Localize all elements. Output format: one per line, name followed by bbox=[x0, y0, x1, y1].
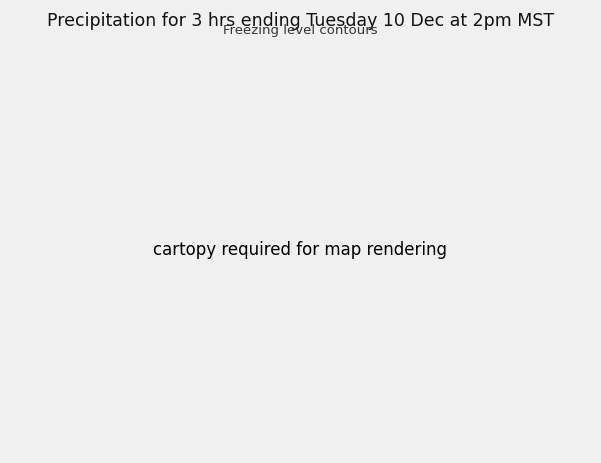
Text: cartopy required for map rendering: cartopy required for map rendering bbox=[153, 240, 447, 258]
Text: Freezing level contours: Freezing level contours bbox=[223, 24, 378, 37]
Text: Precipitation for 3 hrs ending Tuesday 10 Dec at 2pm MST: Precipitation for 3 hrs ending Tuesday 1… bbox=[47, 12, 554, 30]
